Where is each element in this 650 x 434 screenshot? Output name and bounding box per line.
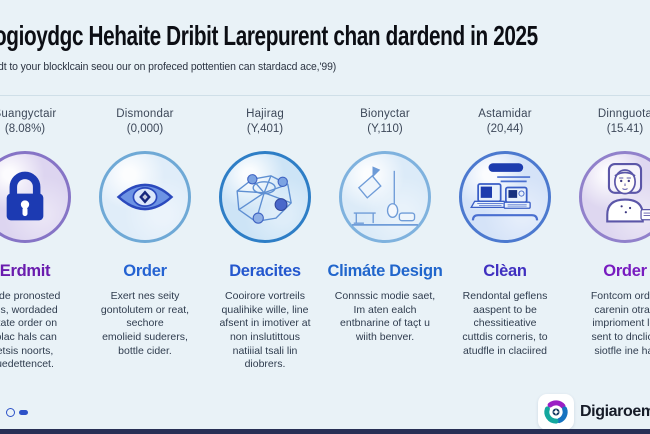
kite-scene-icon bbox=[339, 151, 431, 243]
workstation-icon-svg bbox=[470, 163, 539, 221]
column-astamidar: Astamidar (20,44) Clèan bbox=[445, 108, 565, 372]
column-description: Rendontal geflens aaspent to be chessiti… bbox=[462, 290, 548, 357]
columns-row: Suangyctair (8.08%) Erdmit rade pronoste… bbox=[0, 108, 650, 372]
column-name: Astamidar bbox=[478, 108, 532, 120]
brand-logo-icon bbox=[538, 394, 574, 430]
column-value: (0,000) bbox=[126, 123, 164, 135]
network-icon bbox=[219, 151, 311, 243]
column-description: Connssic modie saet, Im aten ealch entbn… bbox=[334, 290, 436, 343]
ring-glyph bbox=[6, 408, 15, 417]
column-value: (8.08%) bbox=[4, 123, 46, 135]
header-divider bbox=[0, 95, 650, 96]
column-dinnguota: Dinnguota (15.41) Order bbox=[565, 108, 650, 372]
column-title: Erdmit bbox=[0, 262, 51, 280]
column-name: Dinnguota bbox=[597, 108, 650, 120]
eye-icon bbox=[99, 151, 191, 243]
column-description: rade pronosted nis, wordaded iltate orde… bbox=[0, 290, 61, 371]
workstation-icon bbox=[459, 151, 551, 243]
column-description: Exert nes seity gontolutem or reat, sech… bbox=[100, 290, 190, 357]
column-description: Cooirore vortreils qualihike wille, line… bbox=[219, 290, 311, 371]
eye-icon-svg bbox=[116, 183, 174, 211]
network-icon-svg bbox=[236, 174, 292, 224]
padlock-icon-svg bbox=[6, 171, 44, 221]
person-icon-svg bbox=[606, 163, 650, 223]
page-title: ogioydgc Hehaite Dribit Larepurent chan … bbox=[0, 20, 538, 51]
column-suangyctair: Suangyctair (8.08%) Erdmit rade pronoste… bbox=[0, 108, 85, 372]
kite-scene-icon-svg bbox=[352, 166, 418, 226]
column-value: (Y,401) bbox=[246, 123, 284, 135]
column-value: (20,44) bbox=[486, 123, 524, 135]
blob-glyph bbox=[19, 410, 28, 415]
column-title: Deracites bbox=[229, 262, 301, 280]
column-value: (15.41) bbox=[606, 123, 644, 135]
column-title: Order bbox=[123, 262, 167, 280]
column-title: Climáte Design bbox=[327, 262, 443, 280]
column-name: Hajirag bbox=[246, 108, 284, 120]
column-value: (Y,110) bbox=[367, 123, 403, 135]
column-bionyctar: Bionyctar (Y,110) Climáte Design Conn bbox=[325, 108, 445, 372]
column-hajirag: Hajirag (Y,401) Deracites Cooirore vortr… bbox=[205, 108, 325, 372]
person-icon bbox=[579, 151, 650, 243]
column-title: Order bbox=[603, 262, 647, 280]
brand-name: Digiaroeman bbox=[580, 403, 650, 420]
column-title: Clèan bbox=[483, 262, 527, 280]
column-dismondar: Dismondar (0,000) Order Exert nes seity … bbox=[85, 108, 205, 372]
brand-logo: Digiaroeman bbox=[538, 394, 650, 430]
bottom-bar bbox=[0, 429, 650, 434]
column-name: Suangyctair bbox=[0, 108, 57, 120]
page-subtitle: dt to your blocklcain seou our on profec… bbox=[0, 61, 337, 73]
column-description: Fontcom order carenin otrari imprioment … bbox=[590, 290, 650, 357]
corner-mark-icon bbox=[6, 408, 28, 417]
padlock-icon bbox=[0, 151, 71, 243]
segmented-ring-icon bbox=[544, 400, 568, 424]
column-name: Bionyctar bbox=[360, 108, 410, 120]
header: ogioydgc Hehaite Dribit Larepurent chan … bbox=[0, 20, 650, 73]
column-name: Dismondar bbox=[116, 108, 174, 120]
